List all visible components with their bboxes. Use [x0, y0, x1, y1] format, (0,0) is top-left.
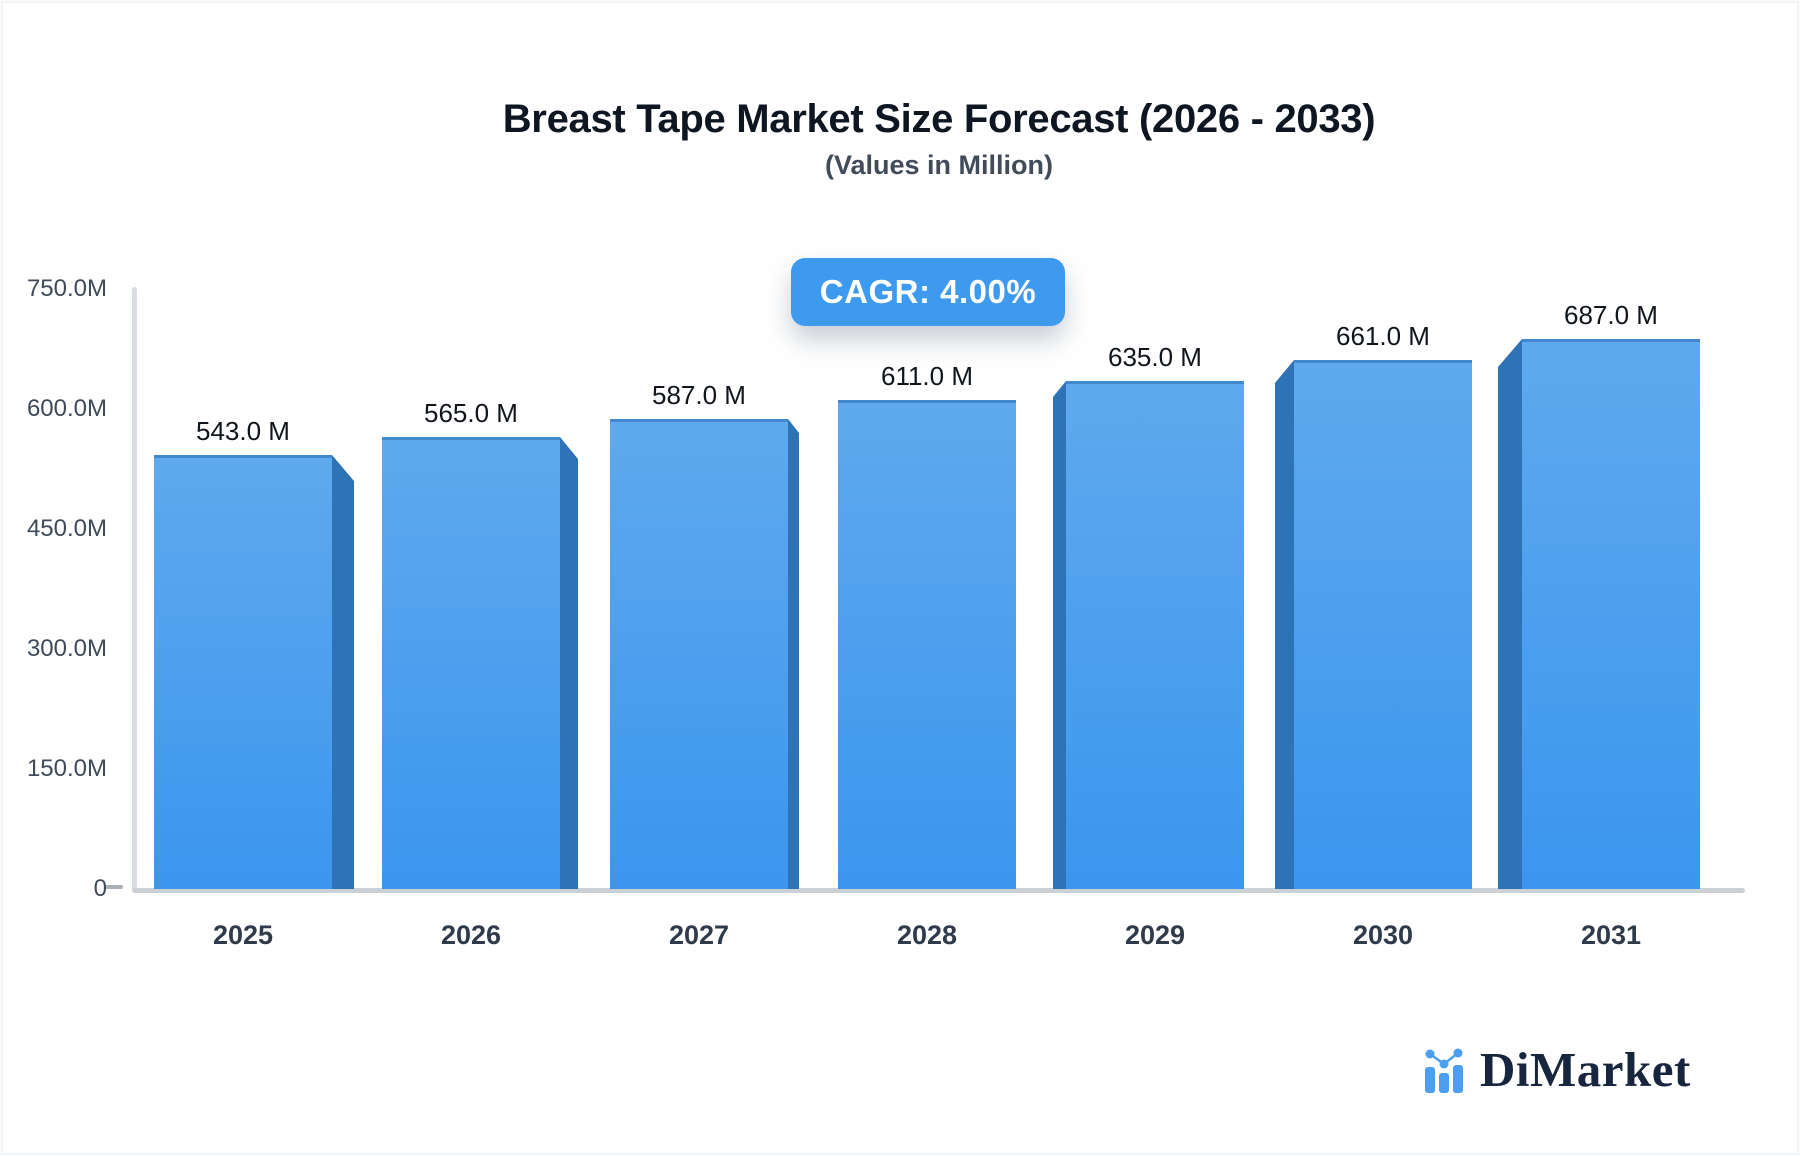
- bar-side-panel: [560, 437, 578, 889]
- bar-value-label: 635.0 M: [1108, 342, 1202, 372]
- y-axis-tick-label: 0: [93, 875, 107, 902]
- y-axis-tick-label: 450.0M: [26, 515, 107, 542]
- dimarket-bar-chart-icon: [1425, 1048, 1463, 1093]
- dimarket-logo-text: DiMarket: [1480, 1042, 1691, 1097]
- bar: [1066, 381, 1244, 889]
- x-axis-label: 2025: [212, 920, 274, 950]
- bar-side-panel: [1053, 381, 1066, 889]
- x-axis-label: 2030: [1352, 920, 1414, 950]
- y-axis-line: [132, 287, 137, 892]
- y-axis-tick-label: 600.0M: [26, 395, 107, 422]
- zero-tick-dash: [105, 885, 123, 889]
- bar-side-panel: [788, 419, 799, 889]
- bar-value-label: 587.0 M: [652, 380, 746, 410]
- y-axis-tick-label: 300.0M: [26, 635, 107, 662]
- chart-subtitle: (Values in Million): [824, 150, 1054, 180]
- bar-side-panel: [1275, 360, 1294, 889]
- bar-side-panel: [1498, 339, 1522, 889]
- bar-value-label: 661.0 M: [1336, 321, 1430, 351]
- x-axis-label: 2028: [896, 920, 958, 950]
- x-axis-label: 2031: [1580, 920, 1642, 950]
- bar: [838, 400, 1016, 889]
- dimarket-logo: DiMarket: [1423, 1042, 1691, 1097]
- bar: [1294, 360, 1472, 889]
- y-axis-tick-label: 150.0M: [26, 755, 107, 782]
- chart-title: Breast Tape Market Size Forecast (2026 -…: [502, 97, 1376, 141]
- x-axis-label: 2027: [668, 920, 730, 950]
- bar: [1522, 339, 1700, 889]
- bar: [610, 419, 788, 889]
- x-axis-label: 2029: [1124, 920, 1186, 950]
- cagr-badge: CAGR: 4.00%: [791, 258, 1065, 326]
- bar: [382, 437, 560, 889]
- bar-value-label: 543.0 M: [196, 416, 290, 446]
- bar-value-label: 687.0 M: [1564, 300, 1658, 330]
- bar-value-label: 565.0 M: [424, 398, 518, 428]
- bar-value-label: 611.0 M: [880, 361, 973, 391]
- x-axis-label: 2026: [440, 920, 502, 950]
- y-axis-tick-label: 750.0M: [26, 275, 107, 302]
- bar-side-panel: [332, 455, 354, 889]
- bar: [154, 455, 332, 889]
- x-axis-line: [132, 888, 1745, 893]
